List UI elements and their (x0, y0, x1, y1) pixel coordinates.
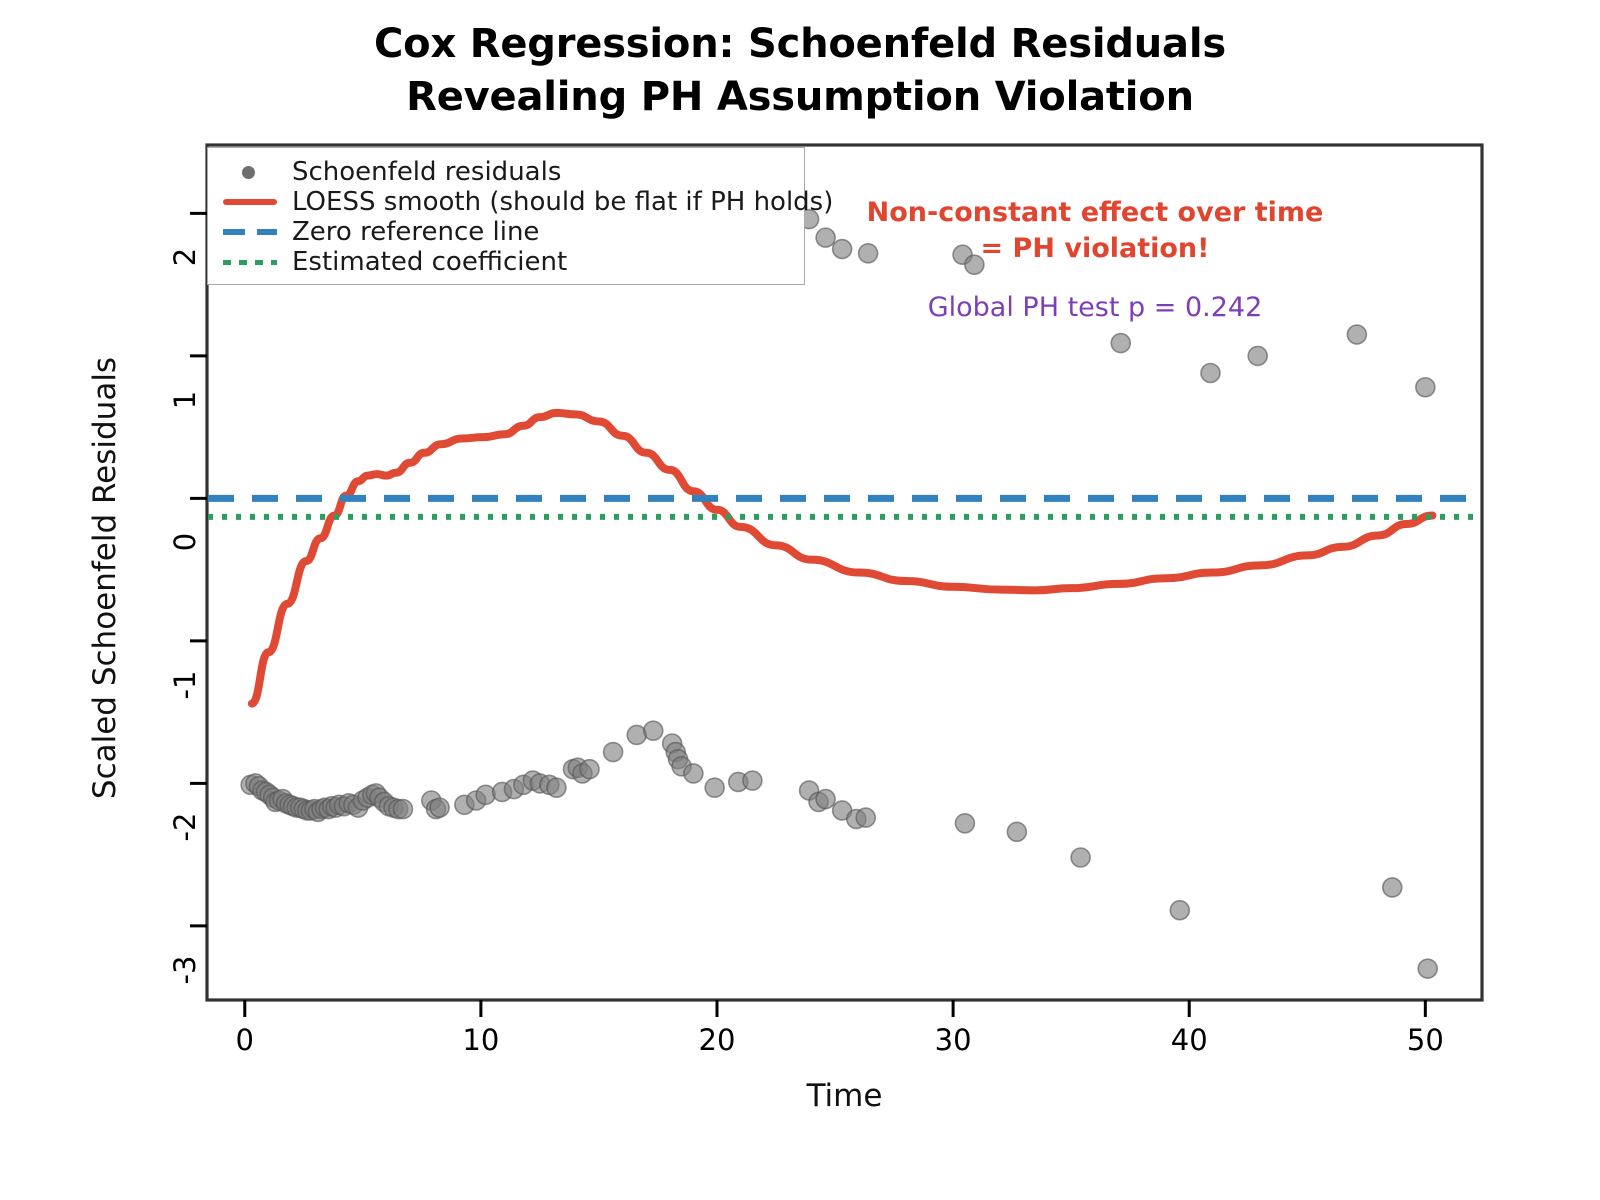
legend-item-label: Zero reference line (292, 217, 540, 247)
data-point (1110, 332, 1132, 354)
data-point (579, 758, 600, 780)
chart-title: Cox Regression: Schoenfeld Residuals Rev… (374, 21, 1226, 120)
scatter-points (240, 208, 1438, 979)
legend-marker-dot-icon (220, 157, 280, 187)
annotation-global-ph-test: Global PH test p = 0.242 (927, 292, 1263, 323)
loess-smooth-curve (247, 408, 1437, 708)
data-point (1070, 847, 1091, 868)
x-axis-label: Time (806, 1078, 883, 1114)
legend-item-2: Zero reference line (220, 217, 539, 247)
x-tick-label: 10 (462, 1023, 500, 1057)
data-point (392, 798, 414, 820)
data-point (855, 807, 877, 828)
x-tick-label: 20 (698, 1023, 736, 1057)
data-point (1247, 345, 1268, 367)
data-point (1169, 899, 1191, 921)
data-point (857, 243, 879, 264)
data-point (642, 720, 664, 741)
data-point (1381, 877, 1403, 898)
plot-frame (205, 143, 1484, 1002)
data-point (831, 238, 853, 260)
data-point (964, 254, 985, 276)
data-point (742, 770, 763, 791)
legend-solid-line-icon (220, 187, 280, 217)
data-point (429, 797, 450, 818)
data-point (704, 777, 725, 798)
legend-dashed-line-icon (220, 217, 280, 247)
y-tick-label: 0 (168, 533, 202, 552)
data-point (815, 788, 836, 810)
dashed-line-icon (223, 229, 277, 235)
legend-item-label: Estimated coefficient (292, 247, 568, 277)
data-point (1006, 821, 1028, 843)
data-point (815, 227, 836, 248)
x-tick-label: 50 (1406, 1023, 1444, 1057)
data-point (954, 812, 976, 834)
x-tick-label: 30 (934, 1023, 972, 1057)
solid-line-icon (223, 199, 277, 205)
y-tick-label: 1 (168, 390, 202, 410)
legend-item-3: Estimated coefficient (220, 247, 567, 277)
annotation-ph-violation: Non-constant effect over time = PH viola… (866, 197, 1324, 265)
y-tick-label: -3 (168, 955, 202, 985)
data-point (1346, 324, 1368, 345)
y-tick-label: 2 (168, 248, 202, 267)
legend-item-0: Schoenfeld residuals (220, 157, 561, 187)
x-tick-label: 0 (235, 1023, 254, 1057)
data-point (602, 741, 624, 763)
legend-item-1: LOESS smooth (should be flat if PH holds… (220, 187, 833, 217)
data-point (546, 777, 567, 798)
chart-legend: Schoenfeld residuals LOESS smooth (should… (207, 147, 833, 285)
dotted-line-icon (223, 260, 277, 265)
y-tick-label: -2 (168, 812, 202, 842)
x-tick-label: 40 (1170, 1023, 1208, 1057)
data-point (1200, 362, 1221, 384)
legend-item-label: LOESS smooth (should be flat if PH holds… (292, 187, 834, 217)
data-point (1415, 376, 1436, 398)
y-tick-label: -1 (168, 670, 202, 700)
data-point (683, 763, 704, 784)
legend-item-label: Schoenfeld residuals (292, 157, 562, 187)
dot-icon (242, 166, 255, 179)
data-point (1417, 958, 1438, 979)
legend-dotted-line-icon (220, 247, 280, 277)
